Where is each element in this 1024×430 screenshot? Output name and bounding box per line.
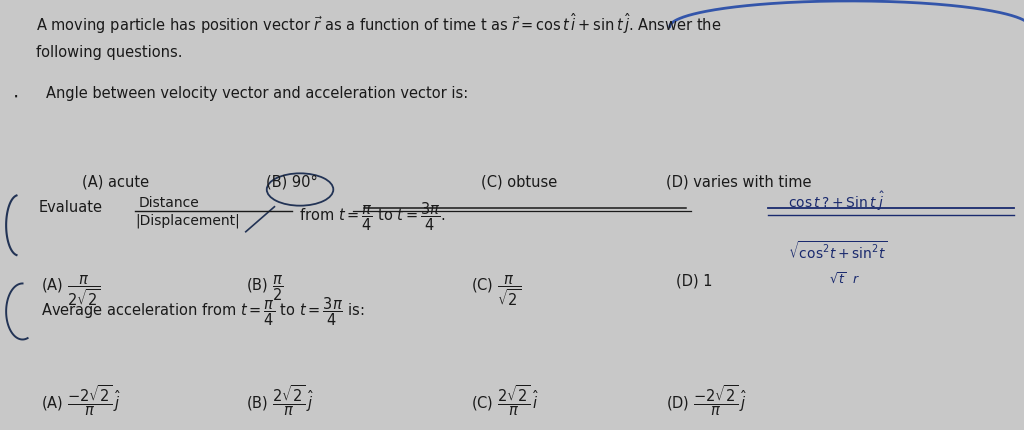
Text: (A) acute: (A) acute — [82, 174, 150, 189]
Text: A moving particle has position vector $\vec{r}$ as a function of time t as $\vec: A moving particle has position vector $\… — [36, 11, 721, 36]
Text: (B) 90°: (B) 90° — [266, 174, 318, 189]
Text: $\mathrm{cos}\,t\,? + \mathrm{Sin}\,t\;\hat{j}$: $\mathrm{cos}\,t\,? + \mathrm{Sin}\,t\;\… — [788, 189, 886, 212]
Text: $\sqrt{\mathrm{cos}^2 t + \mathrm{sin}^2 t}$: $\sqrt{\mathrm{cos}^2 t + \mathrm{sin}^2… — [788, 241, 888, 262]
Text: |Displacement|: |Displacement| — [135, 213, 240, 227]
Text: (A) $\dfrac{-2\sqrt{2}}{\pi}\,\hat{j}$: (A) $\dfrac{-2\sqrt{2}}{\pi}\,\hat{j}$ — [41, 383, 121, 417]
Text: following questions.: following questions. — [36, 45, 182, 60]
Text: (C) $\dfrac{2\sqrt{2}}{\pi}\,\hat{i}$: (C) $\dfrac{2\sqrt{2}}{\pi}\,\hat{i}$ — [471, 383, 540, 417]
Text: Average acceleration from $t = \dfrac{\pi}{4}$ to $t = \dfrac{3\pi}{4}$ is:: Average acceleration from $t = \dfrac{\p… — [41, 295, 365, 327]
Text: $\cdot$: $\cdot$ — [12, 86, 18, 105]
Text: (D) $\dfrac{-2\sqrt{2}}{\pi}\,\hat{j}$: (D) $\dfrac{-2\sqrt{2}}{\pi}\,\hat{j}$ — [666, 383, 748, 417]
Text: (C) obtuse: (C) obtuse — [481, 174, 557, 189]
Text: (D) 1: (D) 1 — [676, 273, 713, 288]
Text: (D) varies with time: (D) varies with time — [666, 174, 811, 189]
Text: $\sqrt{t}\;$ $r$: $\sqrt{t}\;$ $r$ — [829, 271, 860, 286]
Text: Distance: Distance — [138, 196, 199, 209]
Text: Angle between velocity vector and acceleration vector is:: Angle between velocity vector and accele… — [46, 86, 468, 101]
Text: (B) $\dfrac{\pi}{2}$: (B) $\dfrac{\pi}{2}$ — [246, 273, 284, 303]
Text: from $t = \dfrac{\pi}{4}$ to $t = \dfrac{3\pi}{4}$.: from $t = \dfrac{\pi}{4}$ to $t = \dfrac… — [299, 200, 445, 233]
Text: Evaluate: Evaluate — [39, 200, 102, 215]
Text: (C) $\dfrac{\pi}{\sqrt{2}}$: (C) $\dfrac{\pi}{\sqrt{2}}$ — [471, 273, 521, 307]
Text: (A) $\dfrac{\pi}{2\sqrt{2}}$: (A) $\dfrac{\pi}{2\sqrt{2}}$ — [41, 273, 100, 307]
Text: (B) $\dfrac{2\sqrt{2}}{\pi}\,\hat{j}$: (B) $\dfrac{2\sqrt{2}}{\pi}\,\hat{j}$ — [246, 383, 313, 417]
